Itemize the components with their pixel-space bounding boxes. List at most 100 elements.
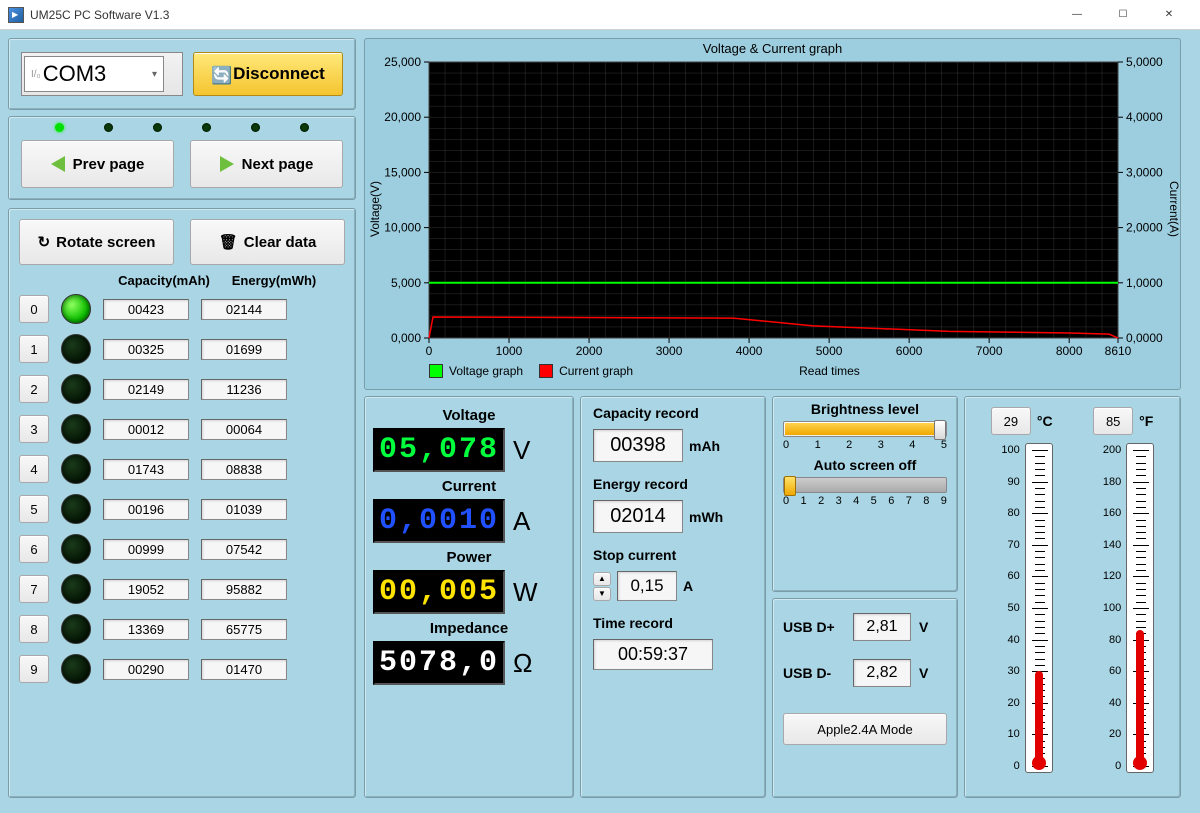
next-page-button[interactable]: Next page: [190, 140, 343, 188]
group-index-button[interactable]: 1: [19, 335, 49, 363]
capacity-value: 01743: [103, 459, 189, 480]
close-button[interactable]: ✕: [1146, 1, 1192, 29]
stop-current-value[interactable]: 0,15: [617, 571, 677, 601]
svg-text:8610: 8610: [1105, 344, 1132, 358]
energy-value: 01699: [201, 339, 287, 360]
group-active-led: [61, 294, 91, 324]
table-row: 30001200064: [19, 414, 345, 444]
energy-header: Energy(mWh): [219, 273, 329, 288]
current-display: 0,0010: [373, 499, 505, 543]
time-record-label: Time record: [593, 615, 753, 631]
group-active-led: [61, 574, 91, 604]
svg-text:7000: 7000: [976, 344, 1003, 358]
voltage-unit: V: [513, 435, 530, 466]
arrow-left-icon: [51, 156, 65, 172]
capacity-value: 00290: [103, 659, 189, 680]
chart-title: Voltage & Current graph: [365, 39, 1180, 56]
temp-f-value: 85: [1093, 407, 1133, 435]
table-row: 81336965775: [19, 614, 345, 644]
svg-text:5,000: 5,000: [391, 276, 421, 290]
temp-c-value: 29: [991, 407, 1031, 435]
page-dot: [55, 123, 64, 132]
current-unit: A: [513, 506, 530, 537]
energy-record-label: Energy record: [593, 476, 753, 492]
stop-current-up[interactable]: ▲: [593, 572, 611, 586]
impedance-unit: Ω: [513, 648, 532, 679]
screenoff-slider[interactable]: [783, 477, 947, 493]
energy-value: 08838: [201, 459, 287, 480]
energy-value: 95882: [201, 579, 287, 600]
app-icon: [8, 7, 24, 23]
group-index-button[interactable]: 8: [19, 615, 49, 643]
capacity-value: 00012: [103, 419, 189, 440]
prev-page-button[interactable]: Prev page: [21, 140, 174, 188]
temp-f-unit: °F: [1139, 413, 1153, 429]
svg-text:15,000: 15,000: [384, 165, 421, 179]
screenoff-label: Auto screen off: [781, 457, 949, 473]
com-port-select[interactable]: I/₀ COM3 ▾: [24, 56, 164, 92]
minimize-button[interactable]: —: [1054, 1, 1100, 29]
usb-dm-label: USB D-: [783, 665, 845, 681]
legend-voltage-swatch: [429, 364, 443, 378]
page-dot: [251, 123, 260, 132]
group-index-button[interactable]: 5: [19, 495, 49, 523]
group-index-button[interactable]: 4: [19, 455, 49, 483]
page-dot: [153, 123, 162, 132]
rotate-screen-button[interactable]: ↻Rotate screen: [19, 219, 174, 265]
svg-text:0: 0: [426, 344, 433, 358]
svg-text:Current(A): Current(A): [1167, 181, 1181, 237]
arrow-right-icon: [220, 156, 234, 172]
group-active-led: [61, 454, 91, 484]
thermometer-f: 020406080100120140160180200: [1126, 443, 1154, 773]
stop-current-down[interactable]: ▼: [593, 587, 611, 601]
com-port-value: COM3: [43, 61, 152, 87]
window-titlebar: UM25C PC Software V1.3 — ☐ ✕: [0, 0, 1200, 30]
clear-data-button[interactable]: 🗑Clear data: [190, 219, 345, 265]
power-label: Power: [373, 549, 565, 566]
impedance-label: Impedance: [373, 620, 565, 637]
page-dot: [104, 123, 113, 132]
table-row: 20214911236: [19, 374, 345, 404]
group-active-led: [61, 414, 91, 444]
group-index-button[interactable]: 3: [19, 415, 49, 443]
stop-current-label: Stop current: [593, 547, 753, 563]
power-unit: W: [513, 577, 538, 608]
capacity-value: 00325: [103, 339, 189, 360]
svg-text:3000: 3000: [656, 344, 683, 358]
legend-current-swatch: [539, 364, 553, 378]
table-row: 60099907542: [19, 534, 345, 564]
svg-text:6000: 6000: [896, 344, 923, 358]
svg-text:3,0000: 3,0000: [1126, 165, 1163, 179]
svg-text:10,000: 10,000: [384, 221, 421, 235]
svg-text:4000: 4000: [736, 344, 763, 358]
group-index-button[interactable]: 2: [19, 375, 49, 403]
energy-value: 02144: [201, 299, 287, 320]
capacity-header: Capacity(mAh): [109, 273, 219, 288]
svg-text:5,0000: 5,0000: [1126, 56, 1163, 69]
group-active-led: [61, 614, 91, 644]
capacity-value: 00423: [103, 299, 189, 320]
disconnect-button[interactable]: 🔄 Disconnect: [193, 52, 343, 96]
group-index-button[interactable]: 7: [19, 575, 49, 603]
table-row: 1 00325 01699: [19, 334, 345, 364]
data-group-table: 0 00423 02144 1 00325 01699 20214911236 3 00012 0…: [19, 294, 345, 684]
svg-text:20,000: 20,000: [384, 110, 421, 124]
svg-text:2000: 2000: [576, 344, 603, 358]
svg-text:Voltage(V): Voltage(V): [368, 181, 382, 237]
voltage-current-chart: Voltage(V)Current(A)0,0005,00010,00015,0…: [365, 56, 1182, 362]
group-active-led: [61, 374, 91, 404]
group-index-button[interactable]: 6: [19, 535, 49, 563]
energy-value: 65775: [201, 619, 287, 640]
energy-value: 01039: [201, 499, 287, 520]
svg-text:5000: 5000: [816, 344, 843, 358]
svg-text:1000: 1000: [496, 344, 523, 358]
group-active-led: [61, 534, 91, 564]
energy-value: 07542: [201, 539, 287, 560]
group-index-button[interactable]: 9: [19, 655, 49, 683]
group-active-led: [61, 334, 91, 364]
group-index-button[interactable]: 0: [19, 295, 49, 323]
maximize-button[interactable]: ☐: [1100, 1, 1146, 29]
page-dot: [202, 123, 211, 132]
charge-mode-button[interactable]: Apple2.4A Mode: [783, 713, 947, 745]
brightness-slider[interactable]: [783, 421, 947, 437]
